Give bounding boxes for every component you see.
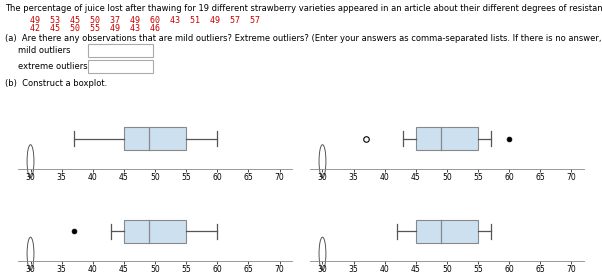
Text: 42  45  50  55  49  43  46: 42 45 50 55 49 43 46	[30, 24, 160, 33]
Bar	[88, 44, 153, 57]
Text: (b)  Construct a boxplot.: (b) Construct a boxplot.	[5, 79, 107, 88]
Bar	[416, 220, 478, 243]
Bar	[88, 60, 153, 73]
Bar	[124, 220, 186, 243]
Text: extreme outliers: extreme outliers	[18, 62, 88, 71]
Bar	[416, 127, 478, 150]
Text: 49  53  45  50  37  49  60  43  51  49  57  57: 49 53 45 50 37 49 60 43 51 49 57 57	[30, 16, 260, 25]
Bar	[124, 127, 186, 150]
Text: (a)  Are there any observations that are mild outliers? Extreme outliers? (Enter: (a) Are there any observations that are …	[5, 34, 602, 43]
Text: The percentage of juice lost after thawing for 19 different strawberry varieties: The percentage of juice lost after thawi…	[5, 4, 602, 13]
Text: mild outliers: mild outliers	[18, 46, 70, 55]
